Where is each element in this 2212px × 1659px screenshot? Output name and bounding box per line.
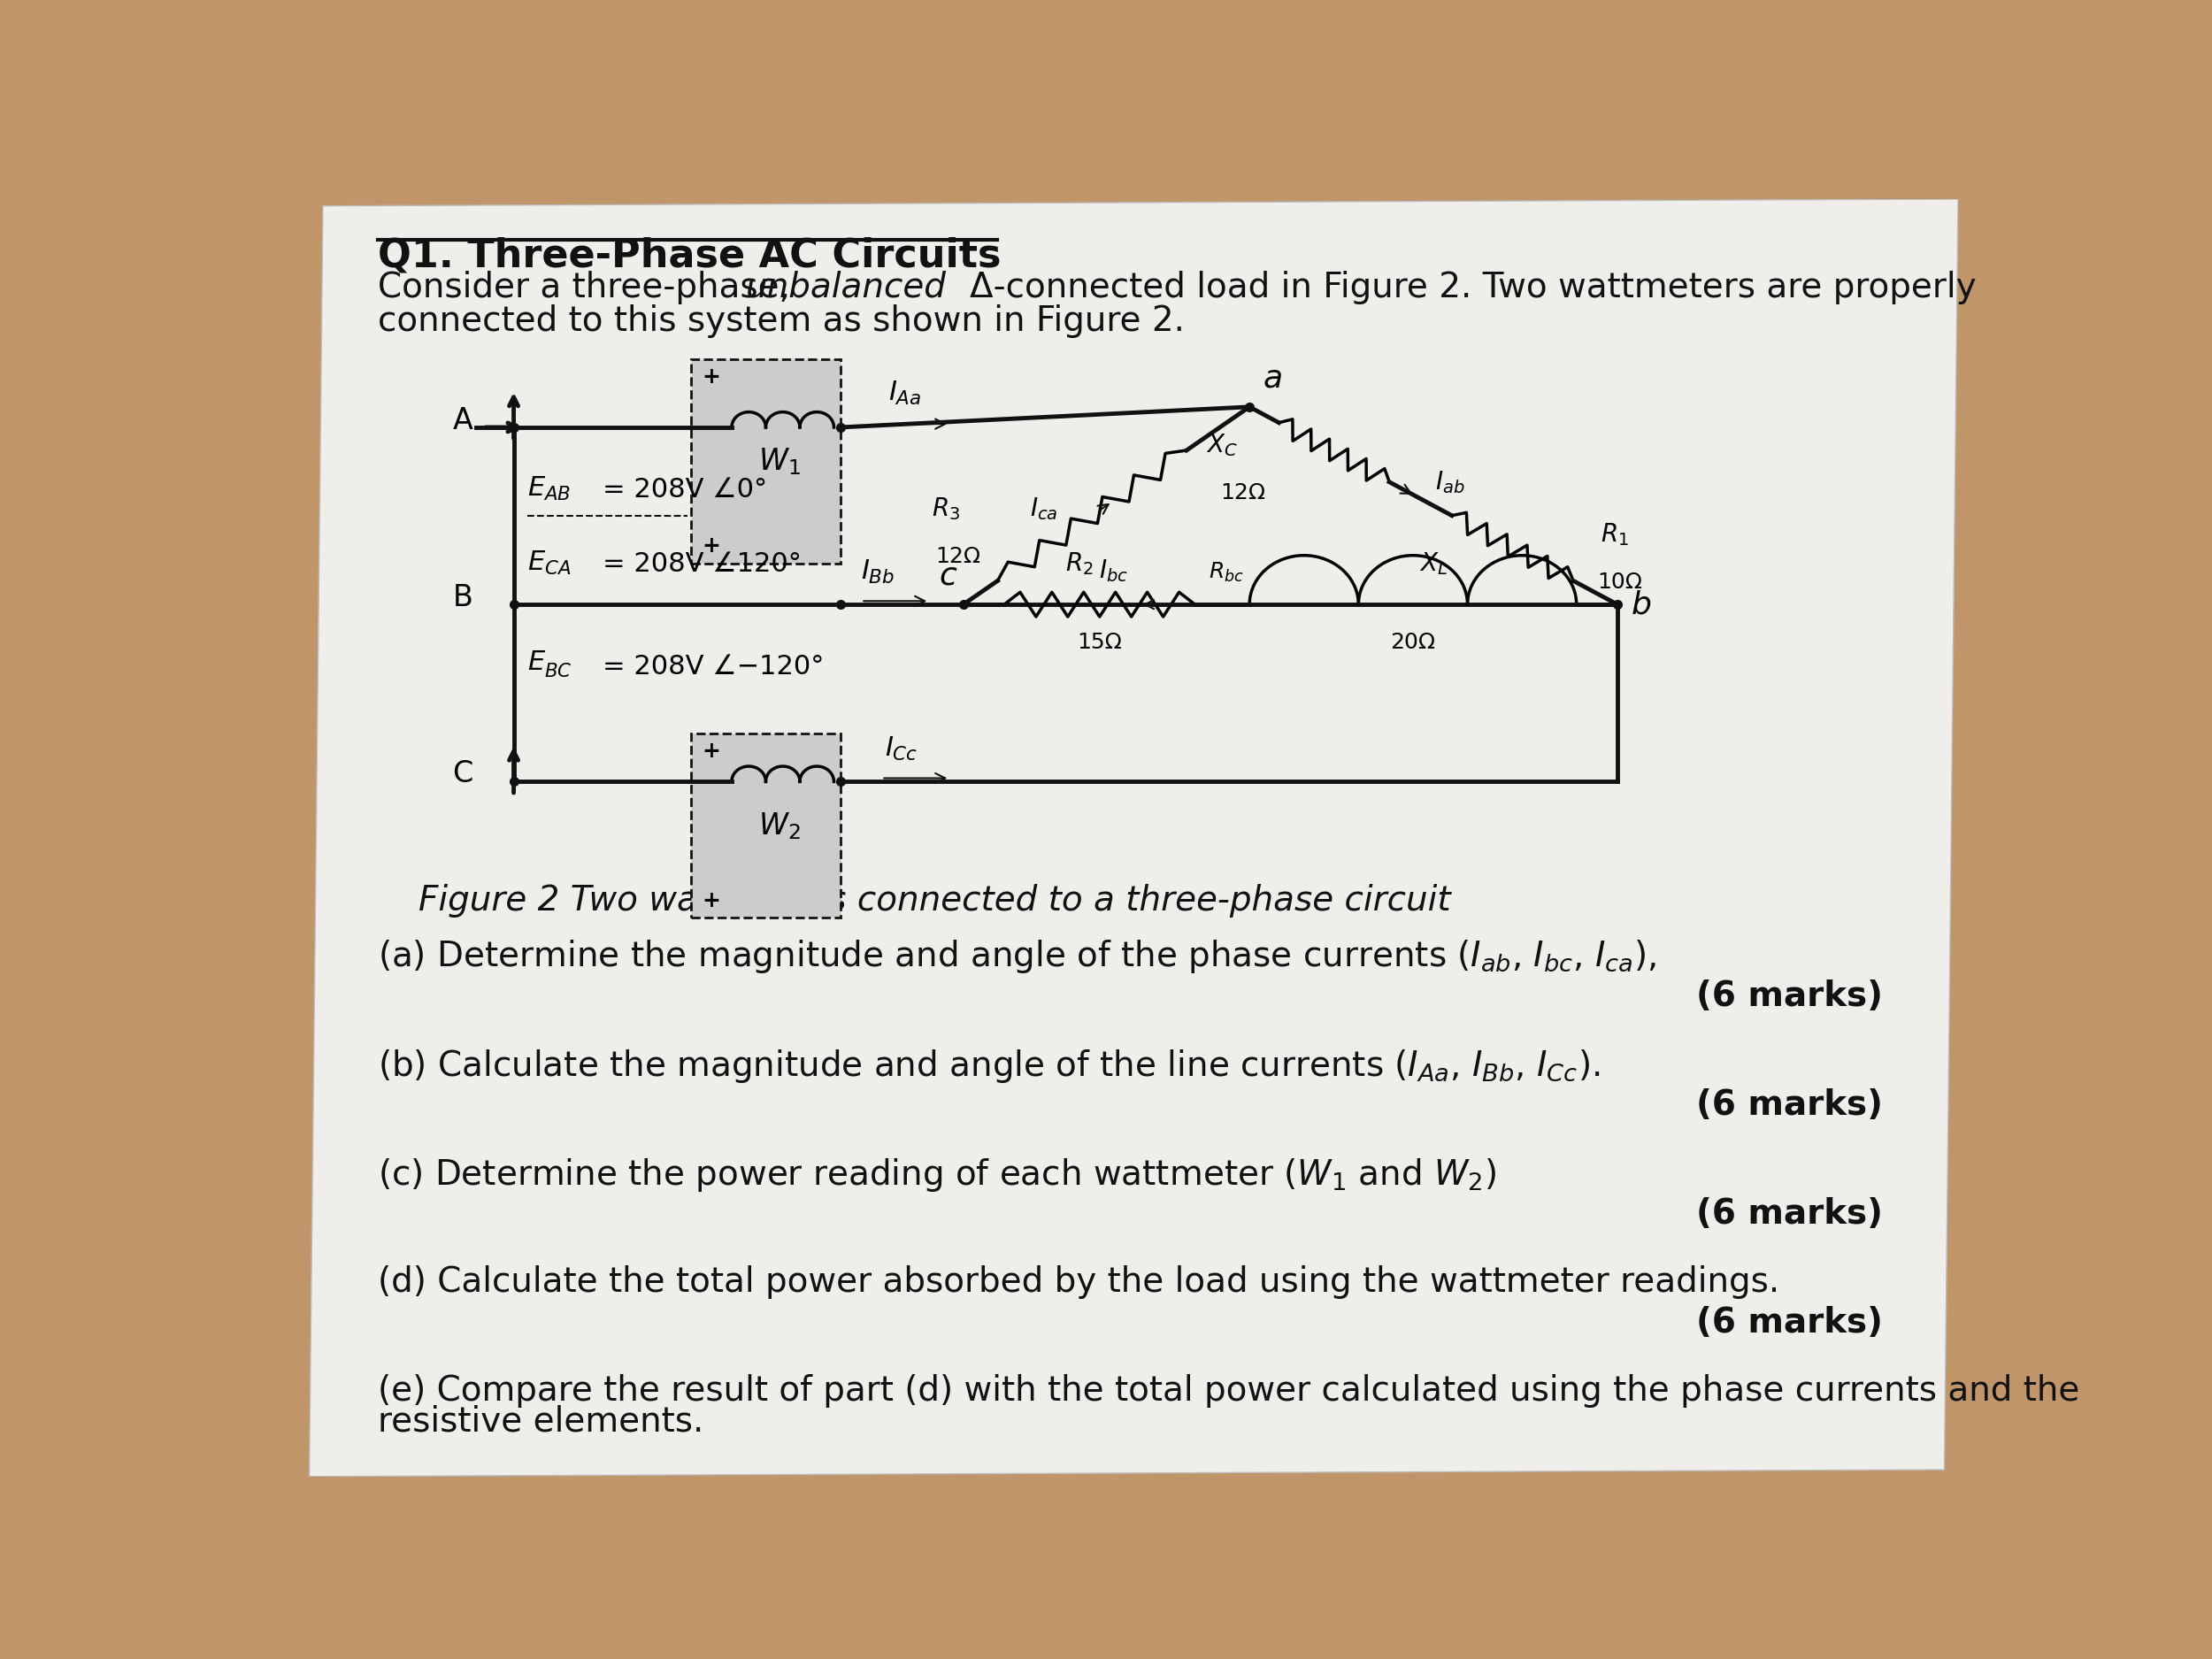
Text: (6 marks): (6 marks) (1697, 1198, 1882, 1231)
Text: A: A (453, 406, 473, 435)
Bar (690, 733, 841, 917)
Text: Q1. Three-Phase AC Circuits: Q1. Three-Phase AC Circuits (378, 237, 1000, 275)
Text: +: + (701, 889, 721, 911)
Text: $X_L$: $X_L$ (1420, 551, 1447, 577)
Text: (e) Compare the result of part (d) with the total power calculated using the pha: (e) Compare the result of part (d) with … (378, 1374, 2079, 1408)
Text: $I_{Aa}$: $I_{Aa}$ (889, 380, 922, 406)
Text: (c) Determine the power reading of each wattmeter ($W_1$ and $W_2$): (c) Determine the power reading of each … (378, 1156, 1495, 1193)
Text: +: + (701, 740, 721, 761)
Text: $E_{CA}$: $E_{CA}$ (526, 549, 571, 577)
Text: 15Ω: 15Ω (1077, 632, 1121, 654)
Text: = 208V ∠−120°: = 208V ∠−120° (602, 654, 823, 680)
Text: 12Ω: 12Ω (936, 546, 980, 567)
Text: (6 marks): (6 marks) (1697, 1306, 1882, 1340)
Text: (b) Calculate the magnitude and angle of the line currents ($I_{Aa}$, $I_{Bb}$, : (b) Calculate the magnitude and angle of… (378, 1047, 1599, 1085)
Text: (6 marks): (6 marks) (1697, 1088, 1882, 1121)
Text: unbalanced: unbalanced (745, 270, 947, 304)
Text: (d) Calculate the total power absorbed by the load using the wattmeter readings.: (d) Calculate the total power absorbed b… (378, 1266, 1778, 1299)
Text: $R_{bc}$: $R_{bc}$ (1208, 561, 1243, 584)
Text: 20Ω: 20Ω (1391, 632, 1436, 654)
Text: +: + (701, 367, 721, 387)
Bar (690, 360, 841, 564)
Text: 12Ω: 12Ω (1221, 483, 1265, 504)
Text: $I_{bc}$: $I_{bc}$ (1099, 557, 1128, 584)
Text: $I_{ab}$: $I_{ab}$ (1436, 469, 1464, 496)
Text: Figure 2 Two wattmeters connected to a three-phase circuit: Figure 2 Two wattmeters connected to a t… (418, 884, 1451, 917)
Text: 10Ω: 10Ω (1597, 572, 1641, 592)
Text: $X_C$: $X_C$ (1206, 433, 1239, 458)
Text: (6 marks): (6 marks) (1697, 979, 1882, 1012)
Text: $E_{BC}^{}$: $E_{BC}^{}$ (526, 649, 573, 680)
Text: $R_1$: $R_1$ (1601, 521, 1628, 547)
Text: = 208V ∠0°: = 208V ∠0° (602, 476, 768, 503)
Text: B: B (453, 582, 473, 612)
Text: resistive elements.: resistive elements. (378, 1405, 703, 1438)
Text: Consider a three-phase,: Consider a three-phase, (378, 270, 790, 304)
Text: b: b (1630, 589, 1650, 619)
Text: $I_{ca}$: $I_{ca}$ (1031, 496, 1057, 521)
Text: $I_{Cc}$: $I_{Cc}$ (885, 735, 918, 763)
Text: a: a (1263, 363, 1283, 393)
Text: $R_3$: $R_3$ (931, 496, 960, 523)
Text: Δ-connected load in Figure 2. Two wattmeters are properly: Δ-connected load in Figure 2. Two wattme… (971, 270, 1978, 304)
Text: $W_2$: $W_2$ (759, 811, 801, 841)
Text: connected to this system as shown in Figure 2.: connected to this system as shown in Fig… (378, 305, 1183, 338)
Text: $R_2$: $R_2$ (1066, 551, 1093, 577)
Text: = 208V ∠120°: = 208V ∠120° (602, 551, 801, 577)
Text: $I_{Bb}$: $I_{Bb}$ (860, 557, 896, 586)
Text: C: C (451, 760, 473, 788)
Text: $E_{AB}$: $E_{AB}$ (526, 474, 571, 503)
Text: (a) Determine the magnitude and angle of the phase currents ($I_{ab}$, $I_{bc}$,: (a) Determine the magnitude and angle of… (378, 939, 1657, 975)
Text: +: + (701, 536, 721, 557)
Text: c: c (938, 561, 956, 591)
Text: $W_1$: $W_1$ (759, 446, 801, 476)
Polygon shape (310, 199, 1958, 1477)
